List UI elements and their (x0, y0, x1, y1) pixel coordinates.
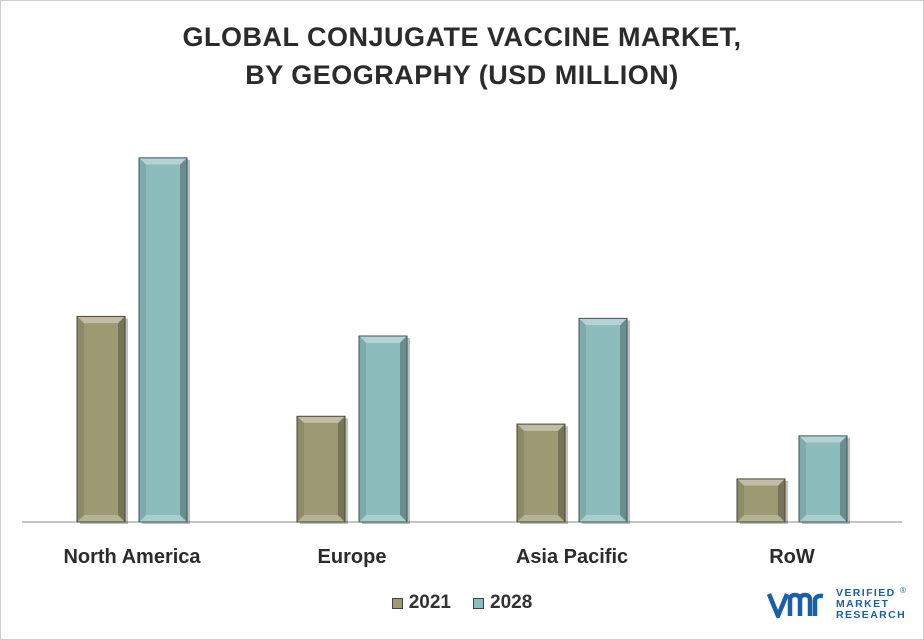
chart-title: GLOBAL CONJUGATE VACCINE MARKET, BY GEOG… (0, 18, 924, 94)
chart-title-line-2: BY GEOGRAPHY (USD MILLION) (245, 60, 679, 90)
bar-2021-europe (296, 415, 348, 524)
x-tick-label-north-america: North America (63, 546, 201, 568)
chart-legend: 2021 2028 (0, 592, 924, 614)
registered-mark: ® (900, 586, 906, 595)
bar-2028-europe (358, 335, 410, 524)
bar-2021-north-america (76, 315, 128, 524)
logo-word-research: RESEARCH (836, 609, 907, 621)
legend-swatch-2028 (473, 597, 484, 609)
bar-2021-row (736, 478, 788, 524)
x-tick-label-row: RoW (769, 546, 815, 568)
bar-2028-north-america (138, 157, 190, 524)
x-tick-label-asia-pacific: Asia Pacific (516, 546, 628, 568)
bar-2021-asia-pacific (516, 423, 568, 524)
vmr-logo-icon (766, 592, 824, 618)
vmr-logo: VERIFIED MARKET RESEARCH ® (766, 586, 906, 621)
logo-word-market: MARKET (836, 598, 890, 610)
logo-word-verified: VERIFIED (836, 587, 896, 599)
legend-swatch-2021 (391, 597, 403, 609)
x-tick-label-europe: Europe (318, 546, 387, 568)
legend-item-2021: 2021 (391, 592, 451, 614)
vmr-logo-text: VERIFIED MARKET RESEARCH (836, 588, 906, 621)
bar-2028-row (798, 435, 850, 524)
bar-2028-asia-pacific (578, 317, 630, 524)
chart-title-line-1: GLOBAL CONJUGATE VACCINE MARKET, (182, 22, 742, 52)
legend-label-2028: 2028 (490, 592, 533, 613)
legend-label-2021: 2021 (408, 592, 451, 613)
legend-item-2028: 2028 (473, 592, 532, 614)
